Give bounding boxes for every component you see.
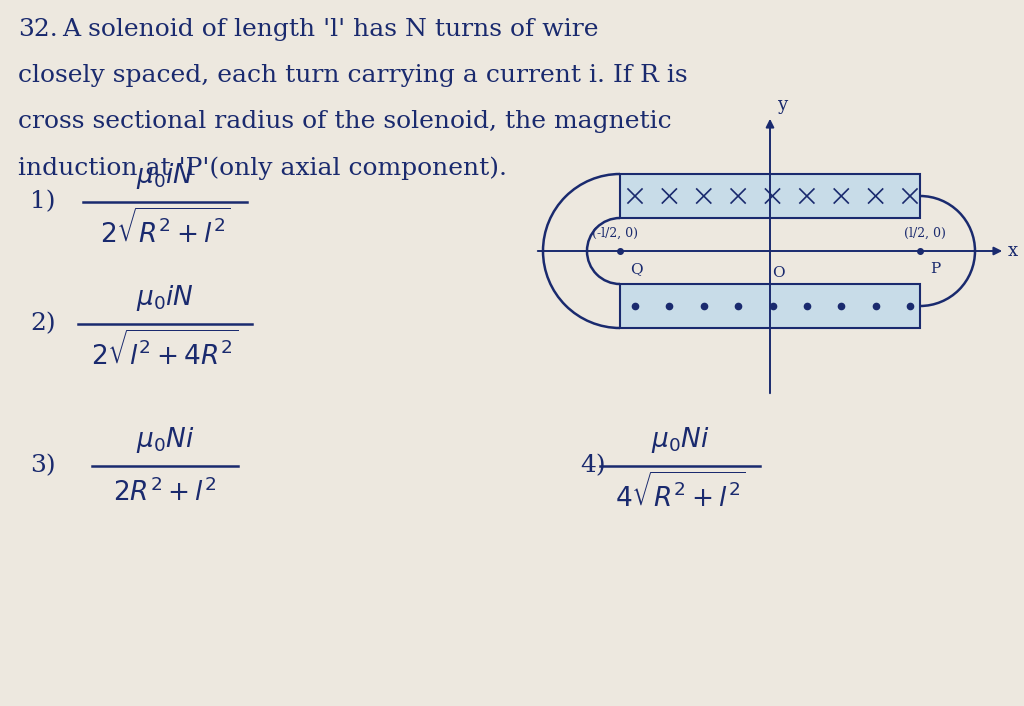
Text: (l/2, 0): (l/2, 0)	[904, 227, 946, 239]
Text: 4): 4)	[580, 455, 605, 477]
Text: 3): 3)	[30, 455, 55, 477]
Polygon shape	[620, 284, 920, 328]
Text: x: x	[1008, 242, 1018, 260]
Text: O: O	[772, 266, 784, 280]
Polygon shape	[620, 174, 920, 218]
Text: $\mu_0 iN$: $\mu_0 iN$	[136, 283, 194, 313]
Text: $2\sqrt{R^2+l^2}$: $2\sqrt{R^2+l^2}$	[99, 208, 230, 248]
Text: 2): 2)	[30, 313, 55, 335]
Text: A solenoid of length 'l' has N turns of wire: A solenoid of length 'l' has N turns of …	[62, 18, 598, 41]
Text: $4\sqrt{R^2+l^2}$: $4\sqrt{R^2+l^2}$	[614, 472, 745, 512]
Text: $\mu_0 iN$: $\mu_0 iN$	[136, 161, 194, 191]
Text: (-l/2, 0): (-l/2, 0)	[592, 227, 638, 239]
Text: 1): 1)	[30, 191, 55, 213]
Text: cross sectional radius of the solenoid, the magnetic: cross sectional radius of the solenoid, …	[18, 110, 672, 133]
Text: 32.: 32.	[18, 18, 57, 41]
Text: $2R^2+l^2$: $2R^2+l^2$	[114, 478, 217, 506]
Text: induction at 'P'(only axial component).: induction at 'P'(only axial component).	[18, 156, 507, 179]
Text: $\mu_0 Ni$: $\mu_0 Ni$	[650, 425, 710, 455]
Text: P: P	[930, 262, 940, 276]
Text: y: y	[777, 96, 787, 114]
Text: Q: Q	[630, 262, 643, 276]
Text: closely spaced, each turn carrying a current i. If R is: closely spaced, each turn carrying a cur…	[18, 64, 688, 87]
Text: $\mu_0 Ni$: $\mu_0 Ni$	[136, 425, 195, 455]
Text: $2\sqrt{l^2+4R^2}$: $2\sqrt{l^2+4R^2}$	[91, 330, 239, 370]
